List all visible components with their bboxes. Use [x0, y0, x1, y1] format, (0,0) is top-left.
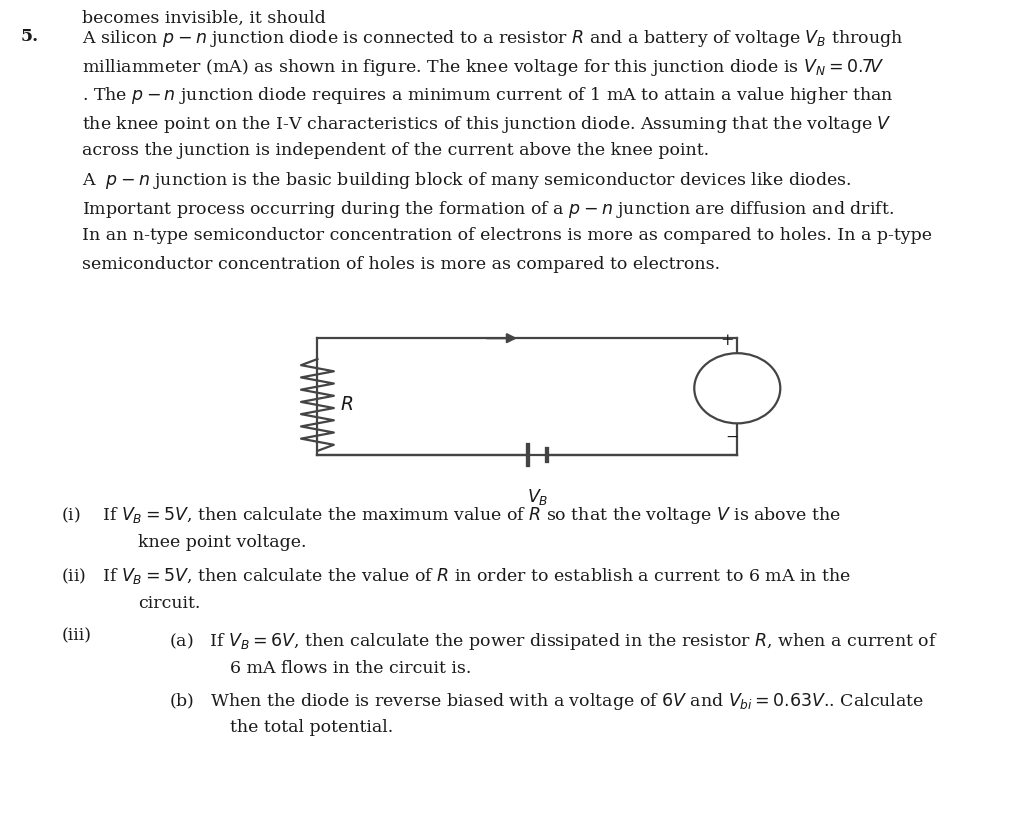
Text: (i)    If $V_B = 5V$, then calculate the maximum value of $R$ so that the voltag: (i) If $V_B = 5V$, then calculate the ma… — [61, 505, 841, 526]
Text: Important process occurring during the formation of a $p-n$ junction are diffusi: Important process occurring during the f… — [82, 199, 894, 220]
Text: A silicon $p-n$ junction diode is connected to a resistor $R$ and a battery of v: A silicon $p-n$ junction diode is connec… — [82, 28, 903, 49]
Text: across the junction is independent of the current above the knee point.: across the junction is independent of th… — [82, 142, 709, 159]
Text: $V_B$: $V_B$ — [527, 487, 548, 507]
Text: the knee point on the I-V characteristics of this junction diode. Assuming that : the knee point on the I-V characteristic… — [82, 114, 892, 134]
Circle shape — [694, 353, 780, 423]
Text: (iii): (iii) — [61, 627, 91, 644]
Text: A  $p-n$ junction is the basic building block of many semiconductor devices like: A $p-n$ junction is the basic building b… — [82, 170, 852, 191]
Text: (ii)   If $V_B = 5V$, then calculate the value of $R$ in order to establish a cu: (ii) If $V_B = 5V$, then calculate the v… — [61, 566, 852, 586]
Text: In an n-type semiconductor concentration of electrons is more as compared to hol: In an n-type semiconductor concentration… — [82, 227, 932, 244]
Text: +: + — [720, 332, 734, 349]
Text: $R$: $R$ — [340, 396, 353, 414]
Text: semiconductor concentration of holes is more as compared to electrons.: semiconductor concentration of holes is … — [82, 256, 720, 272]
Text: 6 mA flows in the circuit is.: 6 mA flows in the circuit is. — [230, 660, 472, 676]
Text: milliammeter (mA) as shown in figure. The knee voltage for this junction diode i: milliammeter (mA) as shown in figure. Th… — [82, 57, 885, 78]
Text: 5.: 5. — [20, 28, 39, 45]
Text: $-$: $-$ — [725, 428, 739, 444]
Text: circuit.: circuit. — [138, 595, 201, 611]
Text: (a)   If $V_B = 6V$, then calculate the power dissipated in the resistor $R$, wh: (a) If $V_B = 6V$, then calculate the po… — [169, 631, 938, 652]
Text: knee point voltage.: knee point voltage. — [138, 534, 307, 550]
Text: mA: mA — [723, 380, 752, 397]
Text: the total potential.: the total potential. — [230, 719, 393, 736]
Text: (b)   When the diode is reverse biased with a voltage of $6V$ and $V_{bi} = 0.63: (b) When the diode is reverse biased wit… — [169, 691, 925, 711]
Text: . The $p-n$ junction diode requires a minimum current of 1 mA to attain a value : . The $p-n$ junction diode requires a mi… — [82, 85, 894, 106]
Text: becomes invisible, it should: becomes invisible, it should — [82, 10, 326, 27]
